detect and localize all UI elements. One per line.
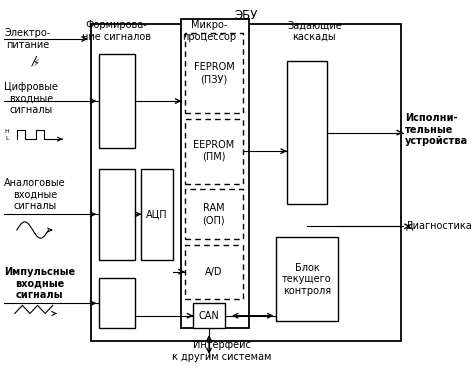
Text: Формирова-
ние сигналов: Формирова- ние сигналов — [82, 20, 151, 42]
Bar — [99, 54, 135, 148]
Text: RAM
(ОП): RAM (ОП) — [202, 203, 225, 225]
Bar — [141, 169, 173, 260]
Bar — [185, 189, 243, 239]
Bar — [193, 303, 225, 328]
Bar — [182, 19, 249, 328]
Bar — [99, 169, 135, 260]
Bar — [276, 237, 337, 321]
Text: Задающие
каскады: Задающие каскады — [287, 20, 342, 42]
Text: ЭБУ: ЭБУ — [234, 9, 257, 22]
Text: CAN: CAN — [199, 311, 219, 321]
Text: /: / — [32, 55, 36, 68]
Text: Электро-
питание: Электро- питание — [4, 28, 50, 50]
Text: ⚡: ⚡ — [32, 58, 39, 68]
Bar — [99, 278, 135, 328]
Text: Блок
текущего
контроля: Блок текущего контроля — [282, 263, 332, 296]
Text: Импульсные
входные
сигналы: Импульсные входные сигналы — [4, 267, 75, 301]
Bar — [91, 24, 401, 341]
Bar — [185, 119, 243, 184]
Text: A/D: A/D — [205, 267, 223, 277]
Text: Интерфейс
к другим системам: Интерфейс к другим системам — [172, 340, 271, 362]
Text: Микро-
процессор: Микро- процессор — [182, 20, 236, 42]
Text: EEPROM
(ПМ): EEPROM (ПМ) — [193, 140, 235, 162]
Text: H: H — [5, 129, 9, 134]
Text: Диагностика: Диагностика — [405, 221, 472, 232]
Bar — [287, 61, 327, 204]
Text: Аналоговые
входные
сигналы: Аналоговые входные сигналы — [4, 178, 66, 211]
Text: Цифровые
входные
сигналы: Цифровые входные сигналы — [4, 82, 58, 115]
Text: L: L — [6, 136, 9, 141]
Bar — [185, 245, 243, 299]
Bar — [185, 33, 243, 113]
Text: Исполни-
тельные
устройства: Исполни- тельные устройства — [405, 113, 468, 147]
Text: FEPROM
(ПЗУ): FEPROM (ПЗУ) — [193, 62, 234, 84]
Text: АЦП: АЦП — [146, 209, 168, 219]
